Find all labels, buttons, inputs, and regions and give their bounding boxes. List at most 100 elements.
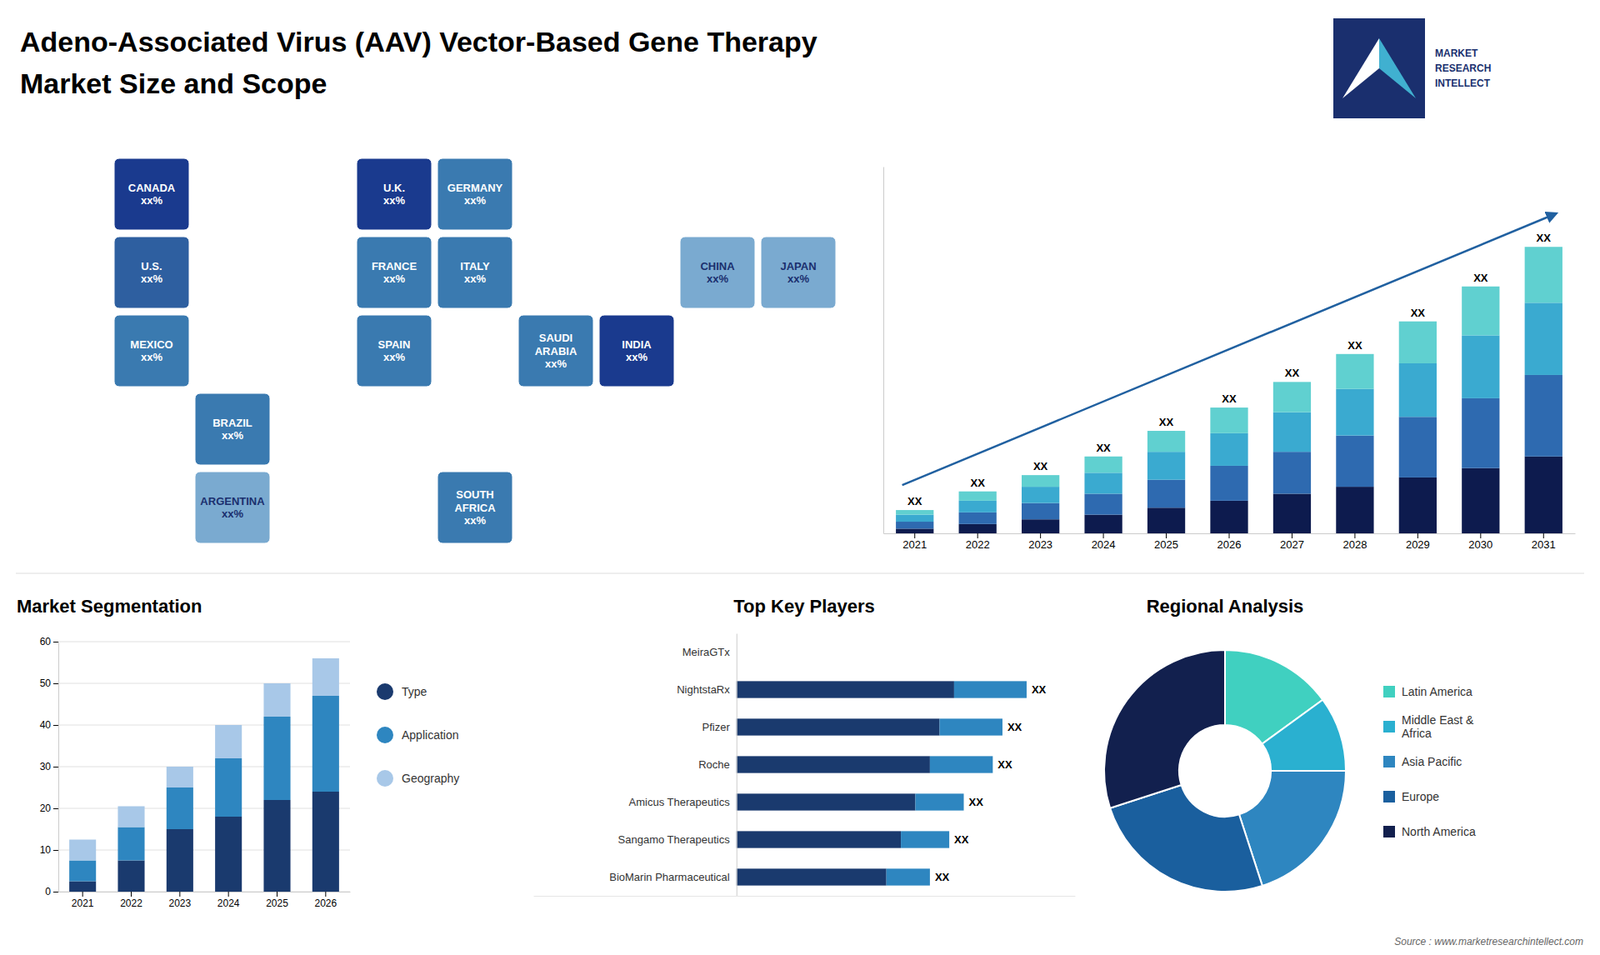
bar-segment: [69, 860, 96, 882]
x-axis: 2021202220232024202520262027202820292030…: [884, 533, 1576, 551]
bar-segment: [1021, 486, 1060, 504]
slices: [1104, 650, 1346, 892]
tick-mark: [325, 891, 326, 897]
region-label: SOUTHAFRICAxx%: [454, 488, 496, 527]
axis-line: [59, 891, 351, 893]
region-label: GERMANYxx%: [447, 181, 504, 208]
tick: 2030: [1468, 533, 1493, 551]
region-tile: [680, 236, 755, 309]
trend-arrow: [902, 213, 1557, 485]
grid-line: [58, 891, 350, 893]
bar-segment: [1210, 407, 1248, 434]
tick: 2029: [1405, 533, 1430, 551]
text-line: xx%: [545, 357, 567, 370]
y-axis: [883, 167, 885, 535]
bar-segment: [954, 680, 1027, 698]
text-line: Middle East &: [1401, 713, 1475, 727]
chart-title: Market Segmentation: [16, 595, 203, 617]
bar-segment: [1525, 246, 1563, 303]
y-axis: 0102030405060: [40, 635, 60, 898]
region-label: U.K.xx%: [383, 181, 405, 208]
text-line: xx%: [787, 272, 810, 285]
bar-segment: [1084, 472, 1122, 494]
tick: 10: [40, 844, 59, 856]
region-tile: [599, 315, 675, 387]
tick-label: 2030: [1468, 538, 1493, 551]
tick-label: 2023: [168, 897, 191, 910]
region-tile: [437, 236, 513, 309]
legend-label: Latin America: [1401, 685, 1473, 699]
tick: 2025: [1154, 533, 1179, 551]
bar-segment: [117, 827, 145, 861]
bar-segment: [117, 860, 145, 893]
bar-segment: [736, 830, 901, 848]
bar-segment: [1399, 321, 1437, 364]
region-label: FRANCExx%: [371, 260, 417, 286]
y-axis: MeiraGTxNightstaRxPfizerRocheAmicus Ther…: [609, 634, 737, 897]
tick: 60: [40, 635, 59, 648]
text-line: North America: [1401, 825, 1476, 839]
region-label: CANADAxx%: [128, 181, 176, 208]
tick-label: 2023: [1028, 538, 1053, 551]
tick: 2023: [1028, 533, 1053, 551]
bar-segment: [1461, 335, 1500, 398]
text-line: xx%: [464, 272, 486, 285]
axis-line: [883, 167, 885, 535]
bar-segment: [1399, 477, 1437, 534]
tick-mark: [1417, 533, 1419, 539]
grid-line: [58, 683, 350, 685]
tick: NightstaRx: [676, 683, 737, 696]
text-line: ARGENTINA: [200, 495, 265, 508]
tick-label: 2029: [1405, 538, 1430, 551]
data-label: XX: [907, 495, 923, 508]
text-line: ITALY: [460, 260, 490, 273]
bar-segment: [69, 840, 96, 861]
tick-mark: [1165, 533, 1167, 539]
tick: 40: [40, 719, 59, 731]
grid-line: [58, 766, 350, 768]
divider: [15, 573, 1585, 575]
tick-label: Sangamo Therapeutics: [618, 833, 731, 846]
bar-segment: [959, 512, 997, 525]
bar-segment: [1210, 433, 1248, 466]
text-line: SPAIN: [378, 338, 411, 351]
tick-mark: [1040, 533, 1041, 539]
tick: 2022: [965, 533, 990, 551]
bar-segment: [886, 868, 930, 885]
slice: [1104, 650, 1225, 809]
region-tile: [114, 158, 190, 230]
data-label: XX: [1221, 392, 1237, 405]
bar-segment: [1525, 302, 1563, 375]
logo: [1333, 18, 1425, 119]
bar-segment: [959, 500, 997, 513]
bar-segment: [1147, 430, 1185, 452]
region-label: MEXICOxx%: [130, 338, 173, 365]
text-line: U.K.: [383, 181, 405, 195]
text-line: xx%: [383, 194, 405, 207]
source-note: Source : www.marketresearchintellect.com: [1394, 935, 1584, 948]
text-line: SAUDI: [539, 331, 573, 345]
region-tile: [114, 236, 190, 309]
region-label: JAPANxx%: [780, 260, 816, 286]
legend-label: Middle East &Africa: [1401, 713, 1475, 740]
region-tile: [356, 236, 432, 309]
bar-segment: [959, 524, 997, 534]
data-label: XX: [1473, 271, 1489, 285]
tick-label: 60: [40, 635, 52, 648]
text-line: xx%: [140, 272, 163, 285]
text-line: GERMANY: [447, 181, 504, 195]
tick: 2028: [1342, 533, 1367, 551]
tick-mark: [228, 891, 230, 897]
bar-segment: [312, 791, 340, 892]
tick-label: 2028: [1342, 538, 1367, 551]
tick-mark: [53, 683, 59, 685]
bar-segment: [215, 758, 242, 817]
bar-segment: [1147, 507, 1185, 534]
legend-label: Asia Pacific: [1401, 755, 1462, 769]
tick-label: 0: [45, 885, 51, 898]
axis-line: [534, 895, 1076, 897]
bar-segment: [1021, 475, 1060, 487]
tick-label: Amicus Therapeutics: [629, 795, 731, 809]
tick-label: 2022: [965, 538, 990, 551]
tick-mark: [53, 850, 59, 851]
